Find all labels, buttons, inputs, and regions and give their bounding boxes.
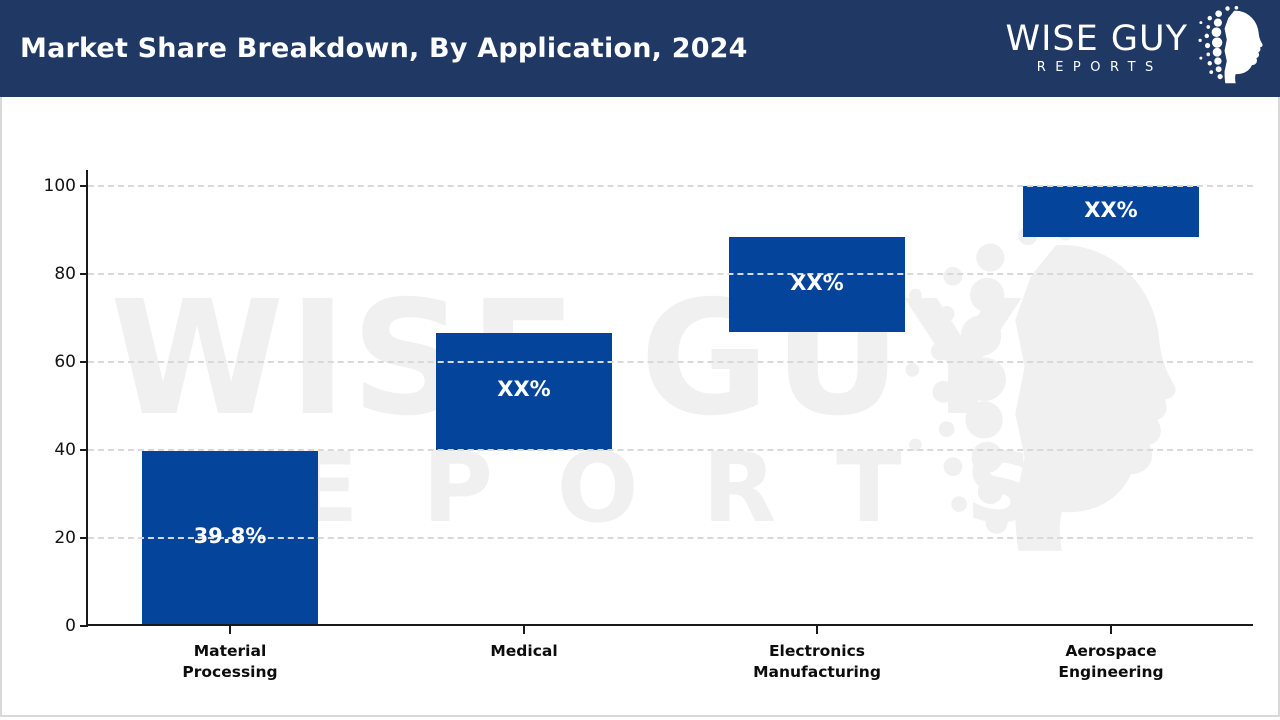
x-axis-tick (523, 625, 525, 634)
gridline-100 (88, 185, 1253, 187)
x-axis-category-label-medical: Medical (490, 642, 558, 660)
bar-value-label-material-processing: 39.8% (193, 524, 267, 549)
x-axis-line (86, 624, 1253, 626)
y-axis-tick (80, 537, 88, 539)
gridline-20 (88, 537, 1253, 539)
logo-wordmark: WISE GUY (1005, 19, 1188, 59)
x-axis-tick (1110, 625, 1112, 634)
y-axis-tick-label: 80 (54, 264, 76, 284)
x-axis-category-label-material-processing: Material Processing (182, 642, 278, 681)
brand-logo: WISE GUY REPORTS (1005, 6, 1266, 88)
x-axis-tick (229, 625, 231, 634)
y-axis-tick (80, 185, 88, 187)
y-axis-tick (80, 449, 88, 451)
x-axis-category-label-electronics-manufacturing: Electronics Manufacturing (753, 642, 881, 681)
y-axis-tick (80, 361, 88, 363)
bar-value-label-medical: XX% (497, 377, 551, 402)
y-axis-tick-label: 20 (54, 528, 76, 548)
gridline-80 (88, 273, 1253, 275)
x-axis-tick (816, 625, 818, 634)
y-axis-line (86, 170, 88, 626)
gridline-60 (88, 361, 1253, 363)
logo-text: WISE GUY REPORTS (1005, 19, 1188, 75)
y-axis-tick-label: 0 (65, 616, 76, 636)
y-axis-tick-label: 60 (54, 352, 76, 372)
y-axis-tick-label: 100 (43, 176, 76, 196)
bar-value-label-aerospace-engineering: XX% (1084, 197, 1138, 222)
bar-electronics-manufacturing (729, 237, 905, 333)
header-bar: Market Share Breakdown, By Application, … (0, 0, 1280, 97)
y-axis-tick (80, 273, 88, 275)
y-axis-tick (80, 625, 88, 627)
page-title: Market Share Breakdown, By Application, … (20, 33, 748, 64)
logo-subtext: REPORTS (1036, 60, 1163, 75)
x-axis-category-label-aerospace-engineering: Aerospace Engineering (1058, 642, 1164, 681)
bar-aerospace-engineering (1023, 186, 1199, 237)
bar-value-label-electronics-manufacturing: XX% (790, 270, 844, 295)
bar-medical (436, 332, 612, 450)
y-axis-tick-label: 40 (54, 440, 76, 460)
gridline-40 (88, 449, 1253, 451)
